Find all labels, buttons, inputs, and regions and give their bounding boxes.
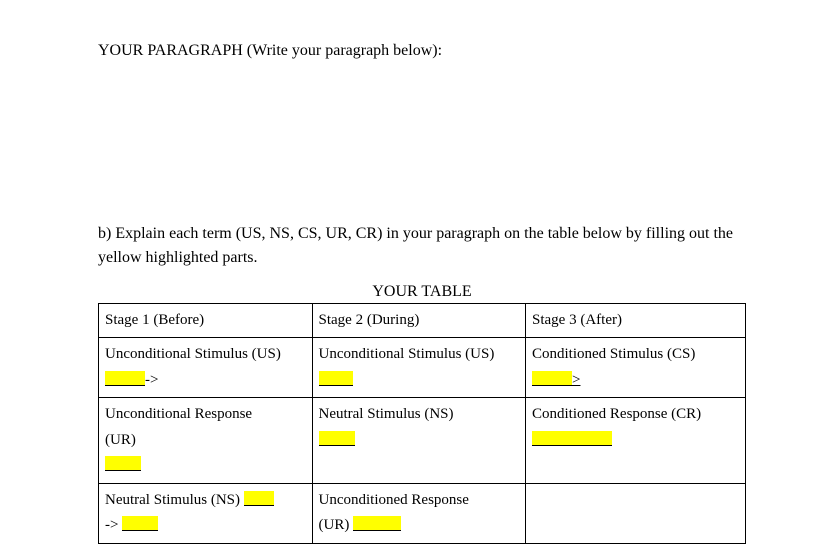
cell-r2c1: Unconditional Response(UR) [99,398,313,484]
table-row: Unconditional Response(UR) Neutral Stimu… [99,398,746,484]
arrow-icon: -> [105,517,118,533]
cell-label: Conditioned Response (CR) [532,406,701,422]
col-header-stage3: Stage 3 (After) [526,303,746,338]
table-header-row: Stage 1 (Before) Stage 2 (During) Stage … [99,303,746,338]
cell-label: Neutral Stimulus (NS) [105,492,240,508]
cell-r1c1: Unconditional Stimulus (US) -> [99,338,313,398]
cell-label: Neutral Stimulus (NS) [319,406,454,422]
cell-r1c3: Conditioned Stimulus (CS) > [526,338,746,398]
cell-r2c3: Conditioned Response (CR) [526,398,746,484]
highlight-blank[interactable] [244,491,274,506]
cell-r3c3 [526,483,746,543]
highlight-blank[interactable] [319,371,353,386]
cell-r3c2: Unconditioned Response(UR) [312,483,526,543]
cell-r2c2: Neutral Stimulus (NS) [312,398,526,484]
cell-label: Unconditional Response(UR) [105,406,252,448]
arrow-icon: > [572,372,580,388]
cell-label: Unconditional Stimulus (US) [319,346,495,362]
cell-label: Conditioned Stimulus (CS) [532,346,695,362]
col-header-stage2: Stage 2 (During) [312,303,526,338]
col-header-stage1: Stage 1 (Before) [99,303,313,338]
highlight-blank[interactable] [319,431,355,446]
table-row: Neutral Stimulus (NS) -> Unconditioned R… [99,483,746,543]
cell-r3c1: Neutral Stimulus (NS) -> [99,483,313,543]
stages-table: Stage 1 (Before) Stage 2 (During) Stage … [98,303,746,544]
instruction-text: b) Explain each term (US, NS, CS, UR, CR… [98,222,746,268]
highlight-blank[interactable] [532,371,572,386]
cell-r1c2: Unconditional Stimulus (US) [312,338,526,398]
paragraph-heading: YOUR PARAGRAPH (Write your paragraph bel… [98,40,746,62]
arrow-icon: -> [145,372,158,388]
cell-label: Unconditional Stimulus (US) [105,346,281,362]
highlight-blank[interactable] [105,456,141,471]
highlight-blank[interactable] [532,431,612,446]
worksheet-page: YOUR PARAGRAPH (Write your paragraph bel… [0,0,836,549]
highlight-blank[interactable] [122,516,158,531]
highlight-blank[interactable] [353,516,401,531]
table-row: Unconditional Stimulus (US) -> Unconditi… [99,338,746,398]
table-title: YOUR TABLE [98,283,746,301]
highlight-blank[interactable] [105,371,145,386]
